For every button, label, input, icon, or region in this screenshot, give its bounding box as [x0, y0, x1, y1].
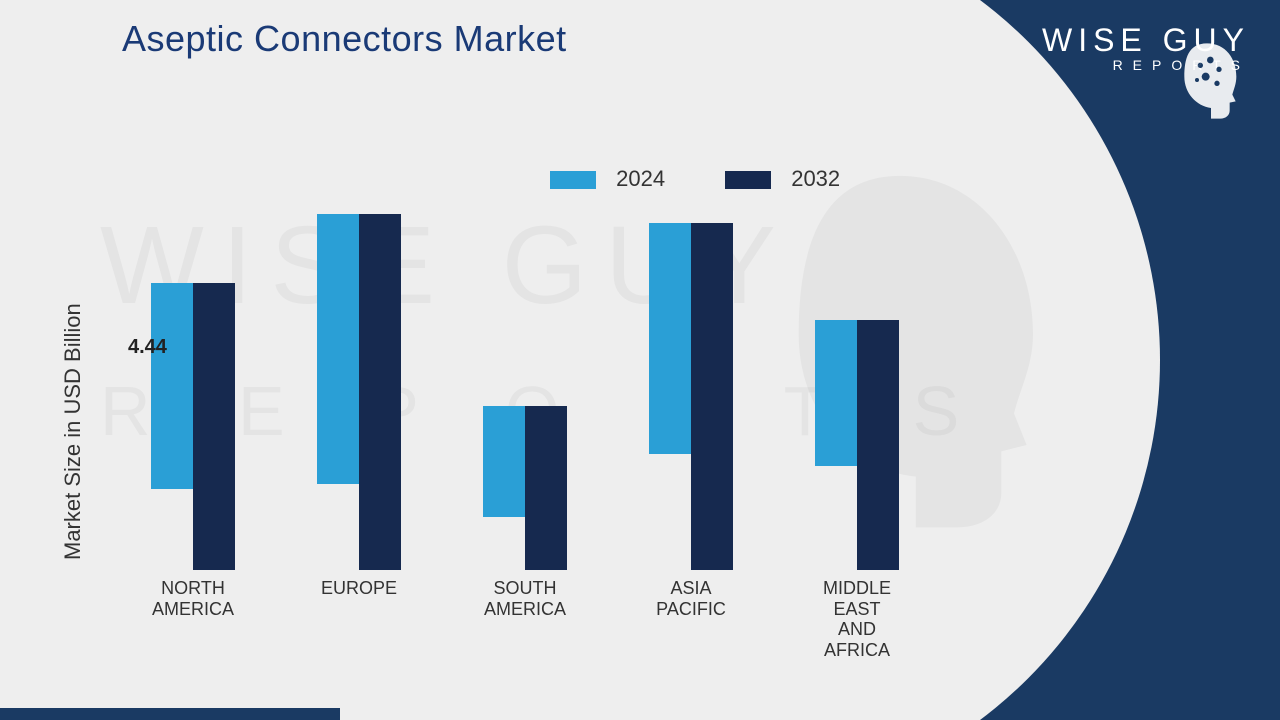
x-axis-label: EUROPE	[276, 578, 442, 599]
bar	[649, 223, 691, 454]
bar	[151, 283, 193, 488]
legend-item: 2024	[550, 166, 665, 192]
bar	[483, 406, 525, 517]
legend-label: 2024	[616, 166, 665, 191]
bar	[359, 214, 401, 570]
bar-value-label: 4.44	[128, 336, 167, 359]
y-axis-label: Market Size in USD Billion	[60, 303, 86, 560]
bottom-accent-bar	[0, 708, 340, 720]
brand-logo: WISE GUY REPORTS	[1042, 22, 1250, 73]
x-axis-label: MIDDLEEASTANDAFRICA	[774, 578, 940, 661]
infographic-canvas: WISE GUYR E P O R T S Aseptic Connectors…	[0, 0, 1280, 720]
chart-plot-area: NORTHAMERICAEUROPESOUTHAMERICAASIAPACIFI…	[110, 200, 940, 570]
bar	[317, 214, 359, 485]
bar-group	[774, 320, 940, 570]
x-axis-label: SOUTHAMERICA	[442, 578, 608, 619]
bar-group	[110, 283, 276, 570]
legend: 2024 2032	[550, 166, 840, 192]
bar-group	[276, 214, 442, 570]
logo-head-icon	[1172, 40, 1242, 120]
legend-swatch-icon	[550, 171, 596, 189]
bar-group	[442, 406, 608, 570]
bar	[815, 320, 857, 466]
chart-title: Aseptic Connectors Market	[122, 18, 567, 60]
x-axis-label: ASIAPACIFIC	[608, 578, 774, 619]
legend-item: 2032	[725, 166, 840, 192]
bar	[193, 283, 235, 570]
bar	[525, 406, 567, 570]
bar	[691, 223, 733, 570]
x-axis-label: NORTHAMERICA	[110, 578, 276, 619]
bar	[857, 320, 899, 570]
bar-group	[608, 223, 774, 570]
legend-swatch-icon	[725, 171, 771, 189]
legend-label: 2032	[791, 166, 840, 191]
